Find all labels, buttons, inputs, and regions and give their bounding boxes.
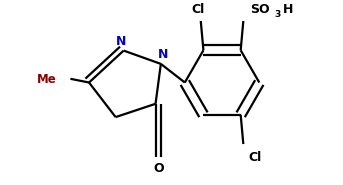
Text: Me: Me (37, 73, 57, 86)
Text: H: H (283, 3, 293, 16)
Text: Cl: Cl (191, 3, 205, 16)
Text: N: N (116, 35, 126, 48)
Text: 3: 3 (275, 10, 281, 19)
Text: Cl: Cl (249, 151, 262, 164)
Text: O: O (153, 162, 164, 175)
Text: SO: SO (250, 3, 270, 16)
Text: N: N (158, 48, 169, 61)
